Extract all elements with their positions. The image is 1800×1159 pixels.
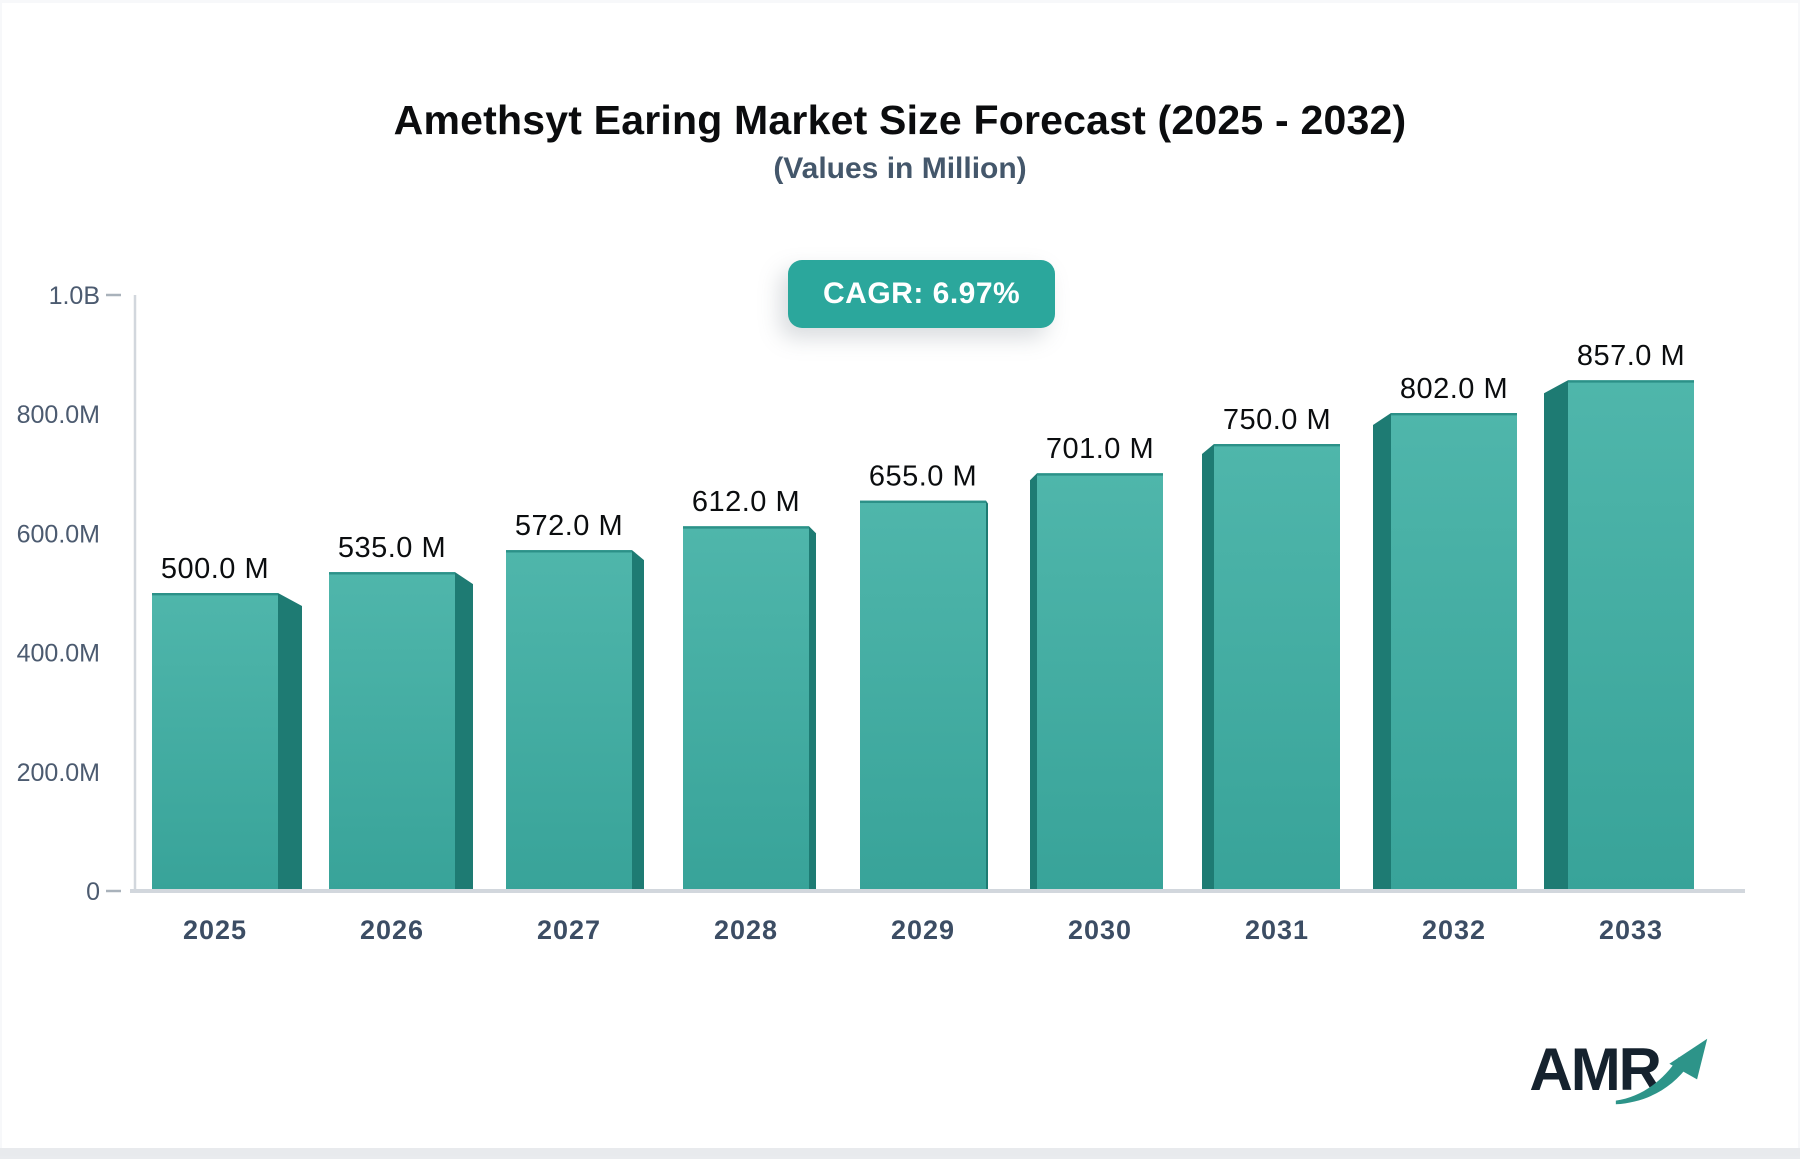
bar-side-face: [455, 572, 473, 891]
y-tick-label: 1.0B: [49, 282, 100, 310]
x-axis-label: 2029: [891, 915, 955, 945]
window-bottom-edge: [0, 1148, 1800, 1156]
bar-front-face: [1037, 473, 1163, 891]
chart-subtitle: (Values in Million): [773, 152, 1027, 185]
bar-side-face: [632, 550, 644, 891]
bar-value-label: 655.0 M: [869, 461, 977, 493]
amr-logo: AMR: [1529, 1036, 1710, 1105]
bar-front-face: [1568, 380, 1694, 891]
bar-front-face: [1214, 444, 1340, 891]
bar-value-label: 572.0 M: [515, 510, 623, 542]
bar-front-face: [683, 526, 809, 891]
y-tick-label: 400.0M: [17, 640, 100, 668]
amr-logo-text: AMR: [1529, 1036, 1662, 1103]
x-axis-label: 2028: [714, 915, 778, 945]
chart-title: Amethsyt Earing Market Size Forecast (20…: [393, 97, 1407, 143]
x-axis-label: 2030: [1068, 915, 1132, 945]
y-tick-label: 200.0M: [17, 759, 100, 787]
bar-value-label: 701.0 M: [1046, 433, 1154, 465]
cagr-badge-label: CAGR: 6.97%: [823, 277, 1021, 310]
bar-side-face: [1030, 473, 1037, 891]
bar-chart-canvas: 0 200.0M 400.0M 600.0M 800.0M 1.0B 500.0 M 2025…: [17, 282, 1745, 945]
x-axis-label: 2031: [1245, 915, 1309, 945]
bar-side-face: [809, 526, 816, 891]
x-axis-label: 2033: [1599, 915, 1663, 945]
bar-front-face: [329, 572, 455, 891]
y-tick-label: 800.0M: [17, 401, 100, 429]
bar-value-label: 857.0 M: [1577, 340, 1685, 372]
growth-arrow-icon: [1615, 1038, 1708, 1105]
bar-side-face: [1544, 380, 1568, 891]
y-tick-label: 600.0M: [17, 520, 100, 548]
bar-side-face: [1373, 413, 1391, 891]
bar-side-face: [1202, 444, 1214, 891]
x-axis-label: 2027: [537, 915, 601, 945]
bar-front-face: [506, 550, 632, 891]
x-axis-label: 2025: [183, 915, 247, 945]
bar-front-face: [1391, 413, 1517, 891]
x-axis-label: 2032: [1422, 915, 1486, 945]
bar-side-face: [278, 593, 302, 891]
cagr-badge: CAGR: 6.97%: [788, 260, 1056, 328]
bar-front-face: [860, 500, 986, 891]
bar-side-face: [986, 500, 988, 891]
bar-value-label: 500.0 M: [161, 553, 269, 585]
x-axis-label: 2026: [360, 915, 424, 945]
bar-value-label: 612.0 M: [692, 486, 800, 518]
bar-value-label: 802.0 M: [1400, 373, 1508, 405]
y-tick-label: 0: [86, 878, 100, 906]
bar-value-label: 750.0 M: [1223, 404, 1331, 436]
bar-value-label: 535.0 M: [338, 532, 446, 564]
bar-front-face: [152, 593, 278, 891]
